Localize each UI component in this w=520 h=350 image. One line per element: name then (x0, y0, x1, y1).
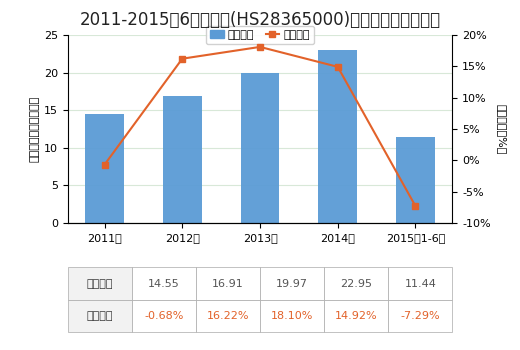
Bar (85, 114, 124, 223)
Bar (163, 96, 202, 223)
Bar (241, 73, 279, 223)
Text: 2011-2015年6月碳酸钙(HS28365000)出口总额及增速统计: 2011-2015年6月碳酸钙(HS28365000)出口总额及增速统计 (80, 10, 440, 28)
Bar (318, 50, 357, 223)
Legend: 出口金额, 同比增长: 出口金额, 同比增长 (206, 26, 314, 44)
Y-axis label: 同比增长（%）: 同比增长（%） (496, 104, 506, 154)
Y-axis label: 出口金额（百万美元）: 出口金额（百万美元） (30, 96, 40, 162)
Bar (396, 137, 435, 223)
